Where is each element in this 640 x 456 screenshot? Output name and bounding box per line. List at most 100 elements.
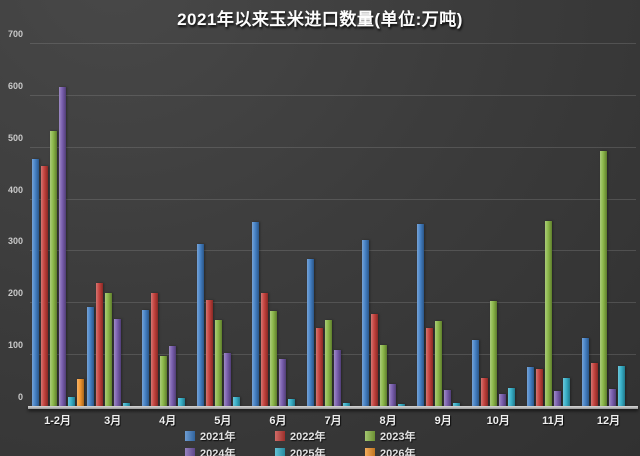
bar-2023年-10月 (490, 300, 498, 407)
bar-2022年-4月 (150, 292, 158, 407)
gridline-500 (30, 146, 636, 148)
bar-group-9月 (416, 44, 471, 407)
bar-2022年-6月 (260, 292, 268, 407)
x-tick-label-8月: 8月 (379, 415, 397, 427)
bar-2023年-1-2月 (49, 131, 57, 407)
bar-2026年-1-2月 (76, 379, 84, 407)
bar-2025年-3月 (122, 402, 130, 407)
x-tick-label-7月: 7月 (324, 415, 342, 427)
x-tick-label-6月: 6月 (269, 415, 287, 427)
bar-group-7月 (305, 44, 360, 407)
y-tick-label: 300 (7, 236, 23, 247)
x-tick-label-4月: 4月 (159, 415, 177, 427)
bar-group-10月 (471, 44, 526, 407)
y-tick-label: 600 (7, 80, 23, 91)
y-tick-label: 100 (7, 340, 23, 351)
bar-groups (30, 44, 636, 407)
bar-2024年-9月 (444, 390, 452, 407)
legend-swatch-icon (365, 448, 375, 456)
y-tick-label: 500 (7, 132, 23, 143)
bar-2025年-1-2月 (67, 396, 75, 407)
legend-label: 2023年 (380, 431, 416, 443)
bar-2021年-8月 (362, 240, 370, 407)
y-tick-label: 0 (17, 392, 23, 402)
gridline-600 (30, 94, 636, 96)
bar-group-8月 (361, 44, 416, 407)
gridline-100 (30, 354, 636, 356)
bar-group-5月 (195, 44, 250, 407)
bar-2021年-9月 (417, 224, 425, 407)
bar-2023年-11月 (545, 221, 553, 407)
legend-swatch-icon (185, 431, 195, 441)
bar-2023年-6月 (269, 310, 277, 407)
bar-2021年-4月 (141, 310, 149, 407)
bar-2025年-9月 (453, 402, 461, 407)
bar-2023年-4月 (159, 356, 167, 407)
bar-2022年-9月 (426, 327, 434, 407)
bar-2025年-4月 (177, 397, 185, 407)
legend-swatch-icon (275, 448, 285, 456)
bar-2021年-1-2月 (31, 159, 39, 407)
bar-2024年-12月 (609, 388, 617, 407)
bar-2022年-10月 (481, 378, 489, 407)
bar-2021年-12月 (582, 337, 590, 407)
bar-2024年-10月 (499, 393, 507, 407)
bar-2021年-6月 (251, 221, 259, 407)
legend-item-2022年: 2022年 (275, 428, 365, 444)
x-axis-line (28, 406, 638, 409)
bar-2022年-1-2月 (40, 165, 48, 407)
bar-2022年-8月 (371, 313, 379, 407)
x-tick-label-1-2月: 1-2月 (44, 415, 71, 427)
bar-2025年-7月 (343, 402, 351, 407)
bar-2023年-12月 (600, 151, 608, 407)
bar-2025年-12月 (618, 365, 626, 407)
bar-2024年-5月 (223, 352, 231, 407)
legend: 2021年 2022年 2023年 2024年 2025年 2026年 (0, 428, 640, 456)
legend-label: 2025年 (290, 448, 326, 456)
bar-2025年-11月 (563, 377, 571, 407)
bar-group-3月 (85, 44, 140, 407)
bar-2022年-11月 (536, 369, 544, 407)
legend-label: 2026年 (380, 448, 416, 456)
legend-item-2024年: 2024年 (185, 445, 275, 456)
bar-2024年-8月 (389, 384, 397, 407)
x-tick-label-10月: 10月 (486, 415, 510, 427)
bar-2024年-3月 (113, 318, 121, 407)
y-tick-label: 400 (7, 184, 23, 195)
bar-2023年-3月 (104, 292, 112, 407)
bar-2022年-12月 (591, 362, 599, 407)
x-tick-label-3月: 3月 (104, 415, 122, 427)
bar-2023年-5月 (214, 320, 222, 407)
bar-2024年-11月 (554, 391, 562, 407)
plot-area: 0 100 200 300 400 500 600 700 (8, 29, 638, 409)
bar-group-11月 (526, 44, 581, 407)
bar-2025年-5月 (232, 396, 240, 407)
bar-2021年-11月 (527, 366, 535, 407)
gridline-300 (30, 250, 636, 252)
legend-item-2026年: 2026年 (365, 445, 455, 456)
bar-2021年-3月 (86, 306, 94, 407)
legend-item-2025年: 2025年 (275, 445, 365, 456)
bar-2021年-7月 (307, 259, 315, 407)
bar-2023年-9月 (435, 321, 443, 407)
bar-2025年-10月 (508, 387, 516, 407)
bar-2022年-5月 (205, 299, 213, 407)
bar-2024年-4月 (168, 346, 176, 407)
bar-2024年-6月 (278, 359, 286, 407)
x-tick-label-9月: 9月 (434, 415, 452, 427)
y-tick-label: 700 (7, 29, 23, 39)
legend-label: 2021年 (200, 431, 236, 443)
y-tick-label: 200 (7, 288, 23, 299)
bar-2024年-7月 (334, 349, 342, 407)
gridline-200 (30, 302, 636, 304)
legend-label: 2022年 (290, 431, 326, 443)
bar-group-6月 (250, 44, 305, 407)
bar-2022年-3月 (95, 282, 103, 407)
bar-2025年-8月 (398, 404, 406, 407)
legend-swatch-icon (275, 431, 285, 441)
bar-2025年-6月 (287, 399, 295, 407)
x-axis-labels: 1-2月 3月 4月 5月 6月 7月 8月 9月 10月 11月 12月 (30, 412, 636, 428)
bar-2023年-8月 (380, 344, 388, 407)
bar-2023年-7月 (325, 320, 333, 407)
